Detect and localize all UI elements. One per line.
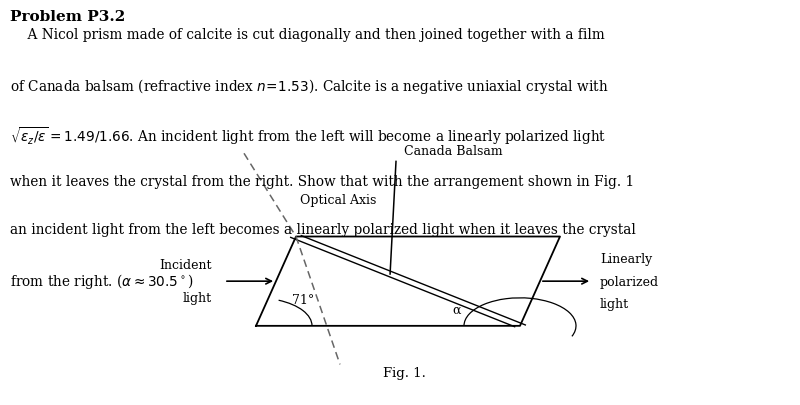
Text: light: light — [183, 292, 212, 305]
Text: $\sqrt{\epsilon_z/\epsilon} = 1.49/1.66$. An incident light from the left will b: $\sqrt{\epsilon_z/\epsilon} = 1.49/1.66$… — [10, 126, 606, 147]
Text: Incident: Incident — [159, 258, 212, 271]
Text: polarized: polarized — [600, 275, 659, 288]
Text: A Nicol prism made of calcite is cut diagonally and then joined together with a : A Nicol prism made of calcite is cut dia… — [10, 28, 604, 42]
Text: when it leaves the crystal from the right. Show that with the arrangement shown : when it leaves the crystal from the righ… — [10, 174, 634, 188]
Text: α: α — [452, 303, 461, 316]
Text: Optical Axis: Optical Axis — [300, 194, 376, 207]
Text: Fig. 1.: Fig. 1. — [382, 367, 426, 379]
Text: an incident light from the left becomes a linearly polarized light when it leave: an incident light from the left becomes … — [10, 223, 635, 237]
Text: light: light — [600, 298, 629, 311]
Text: Canada Balsam: Canada Balsam — [404, 145, 502, 158]
Text: of Canada balsam (refractive index $n\!=\!1.53$). Calcite is a negative uniaxial: of Canada balsam (refractive index $n\!=… — [10, 77, 608, 96]
Text: Problem P3.2: Problem P3.2 — [10, 10, 125, 24]
Text: from the right. ($\alpha \approx 30.5^\circ$): from the right. ($\alpha \approx 30.5^\c… — [10, 271, 194, 290]
Text: Linearly: Linearly — [600, 252, 652, 265]
Text: 71°: 71° — [292, 293, 314, 306]
